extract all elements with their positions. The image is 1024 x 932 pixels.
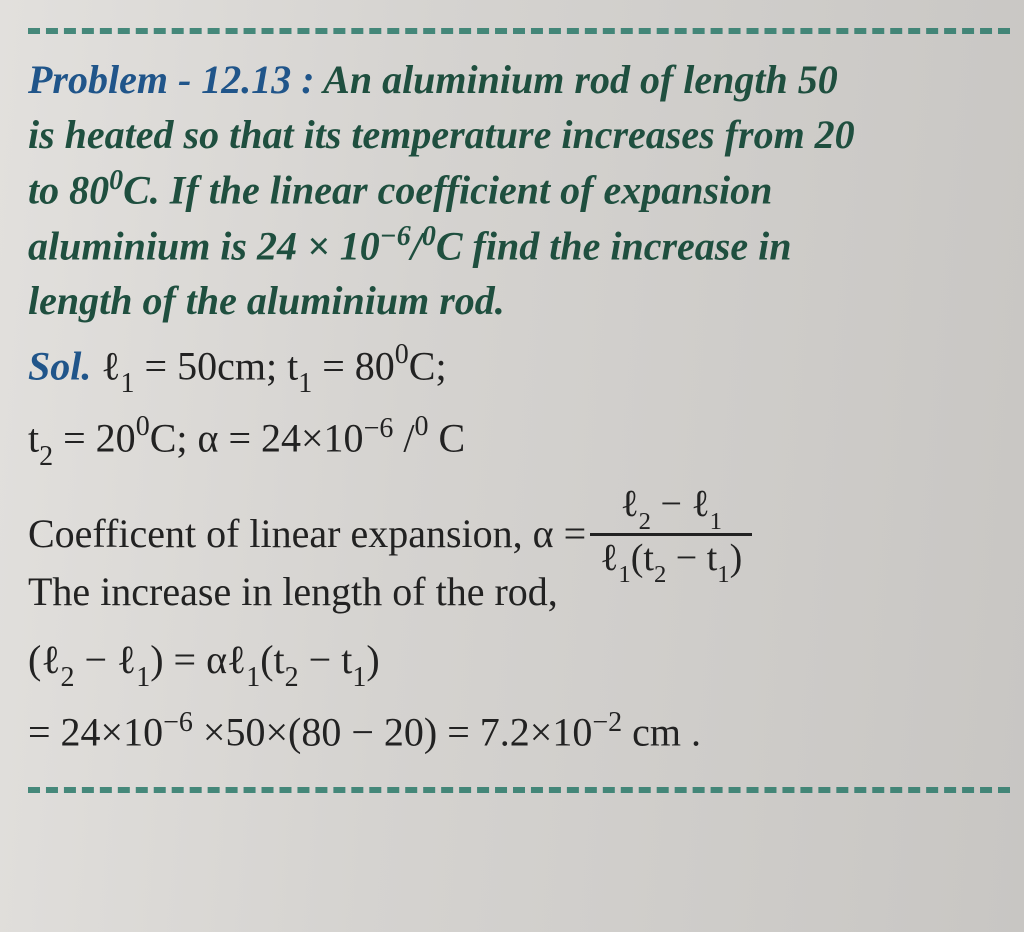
- t1-unit: C;: [409, 343, 447, 388]
- textbook-page: Problem - 12.13 : An aluminium rod of le…: [0, 0, 1024, 932]
- den-t1-sub: 1: [717, 561, 729, 588]
- eq1-open: (ℓ: [28, 637, 60, 682]
- t1-sup: 0: [395, 339, 409, 370]
- t1-var: t: [287, 343, 298, 388]
- den-l1-sub: 1: [618, 561, 630, 588]
- problem-statement: Problem - 12.13 : An aluminium rod of le…: [28, 52, 1010, 329]
- den-close: ): [730, 537, 743, 579]
- eq1-mid: − ℓ: [74, 637, 136, 682]
- num-mid: − ℓ: [651, 483, 710, 525]
- problem-text-2: is heated so that its temperature increa…: [28, 112, 855, 157]
- problem-text-3-sup: 0: [109, 165, 123, 196]
- eq2-c: cm .: [622, 709, 701, 754]
- eq1-c-sub: 1: [246, 662, 260, 693]
- eq1-d-sub: 2: [285, 662, 299, 693]
- den-l1: ℓ: [600, 537, 618, 579]
- t2-eq: = 20: [53, 416, 136, 461]
- problem-text-4a: aluminium is 24 × 10: [28, 223, 380, 268]
- t2-var: t: [28, 416, 39, 461]
- problem-text-4-sup: 0: [422, 221, 436, 252]
- problem-text-3a: to 80: [28, 168, 109, 213]
- coef-text: Coefficent of linear expansion, α =: [28, 503, 586, 565]
- eq2-a: = 24×10: [28, 709, 163, 754]
- num-l1-sub: 1: [710, 508, 722, 535]
- l1-var: ℓ: [101, 343, 120, 388]
- problem-label: Problem - 12.13 :: [28, 57, 315, 102]
- top-divider: [28, 28, 1010, 34]
- den-t2-sub: 2: [654, 561, 666, 588]
- eq1-mid2: − t: [299, 637, 353, 682]
- t1-eq: = 80: [312, 343, 395, 388]
- problem-text-5: length of the aluminium rod.: [28, 278, 505, 323]
- t2-unit: C;: [150, 416, 198, 461]
- eq2-b: ×50×(80 − 20) = 7.2×10: [193, 709, 592, 754]
- eq1-e-sub: 1: [352, 662, 366, 693]
- t2-sub: 2: [39, 441, 53, 472]
- problem-text-4c: C find the increase in: [436, 223, 792, 268]
- sol-label: Sol.: [28, 343, 91, 388]
- l1-eq: = 50cm;: [135, 343, 288, 388]
- eq2-exp: −6: [163, 707, 193, 738]
- problem-text-1: An aluminium rod of length 50: [315, 57, 838, 102]
- t2-sup: 0: [136, 411, 150, 442]
- bottom-divider: [28, 787, 1010, 793]
- eq2-exp2: −2: [592, 707, 622, 738]
- problem-text-3b: C. If the linear coefficient of expansio…: [123, 168, 772, 213]
- problem-text-4b: /: [411, 223, 422, 268]
- eq1-close: ) = αℓ: [150, 637, 246, 682]
- t1-sub: 1: [298, 368, 312, 399]
- alpha: α = 24×10: [197, 416, 363, 461]
- fraction-numerator: ℓ2 − ℓ1: [590, 484, 752, 536]
- eq1-close2: ): [366, 637, 379, 682]
- solution-given-line1: Sol. ℓ1 = 50cm; t1 = 800C;: [28, 335, 1010, 402]
- solution-given-line2: t2 = 200C; α = 24×10−6 /0 C: [28, 407, 1010, 474]
- equation-line-1: (ℓ2 − ℓ1) = αℓ1(t2 − t1): [28, 629, 1010, 695]
- problem-text-4-exp: −6: [380, 221, 411, 252]
- den-mid: − t: [666, 537, 717, 579]
- eq1-b-sub: 1: [136, 662, 150, 693]
- alpha-fraction: ℓ2 − ℓ1 ℓ1(t2 − t1): [590, 484, 752, 585]
- increase-text-line: The increase in length of the rod,: [28, 561, 1010, 623]
- alpha-per: /: [393, 416, 414, 461]
- fraction-denominator: ℓ1(t2 − t1): [590, 536, 752, 585]
- equation-line-2: = 24×10−6 ×50×(80 − 20) = 7.2×10−2 cm .: [28, 701, 1010, 763]
- alpha-exp: −6: [364, 413, 394, 444]
- alpha-unit: C: [428, 416, 465, 461]
- num-l2: ℓ: [620, 483, 638, 525]
- l1-sub: 1: [121, 368, 135, 399]
- alpha-sup: 0: [414, 411, 428, 442]
- eq1-a-sub: 2: [60, 662, 74, 693]
- den-open: (t: [631, 537, 654, 579]
- num-l2-sub: 2: [639, 508, 651, 535]
- eq1-open2: (t: [260, 637, 284, 682]
